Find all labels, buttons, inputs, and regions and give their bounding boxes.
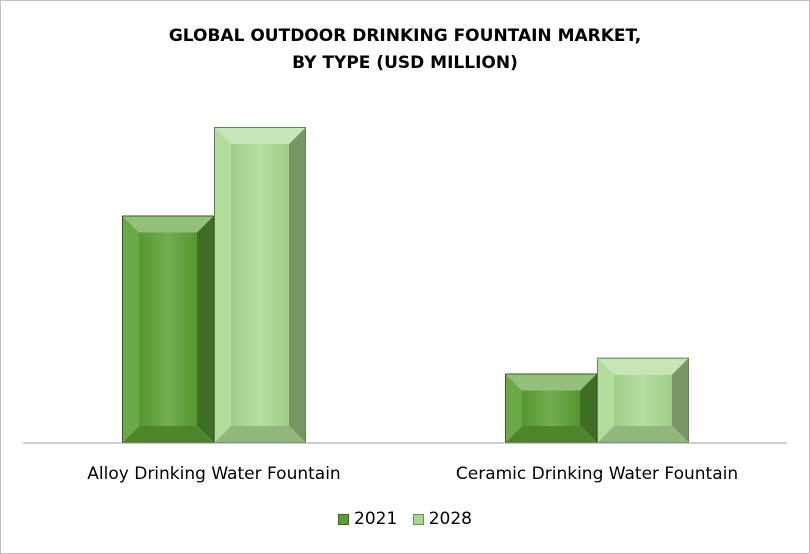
bar-2028-alloy <box>214 127 306 443</box>
legend-item-2028: 2028 <box>412 509 472 529</box>
chart-title: GLOBAL OUTDOOR DRINKING FOUNTAIN MARKET,… <box>1 23 809 77</box>
chart-title-line-2: BY TYPE (USD MILLION) <box>292 53 518 73</box>
bar-2021-ceramic <box>505 373 597 444</box>
bar-2021-alloy <box>122 215 214 443</box>
category-label-ceramic: Ceramic Drinking Water Fountain <box>456 464 738 484</box>
legend-swatch-2028 <box>412 513 424 525</box>
legend: 2021 2028 <box>1 509 809 530</box>
bars-group <box>122 127 689 444</box>
legend-item-2021: 2021 <box>338 509 397 529</box>
category-label-alloy: Alloy Drinking Water Fountain <box>87 464 340 484</box>
bar-2028-ceramic <box>597 357 689 443</box>
chart-title-line-1: GLOBAL OUTDOOR DRINKING FOUNTAIN MARKET, <box>168 26 642 46</box>
category-labels: Alloy Drinking Water Fountain Ceramic Dri… <box>87 464 738 484</box>
legend-swatch-2021 <box>338 513 350 525</box>
legend-label-2028: 2028 <box>428 509 472 529</box>
legend-label-2021: 2021 <box>354 509 398 529</box>
